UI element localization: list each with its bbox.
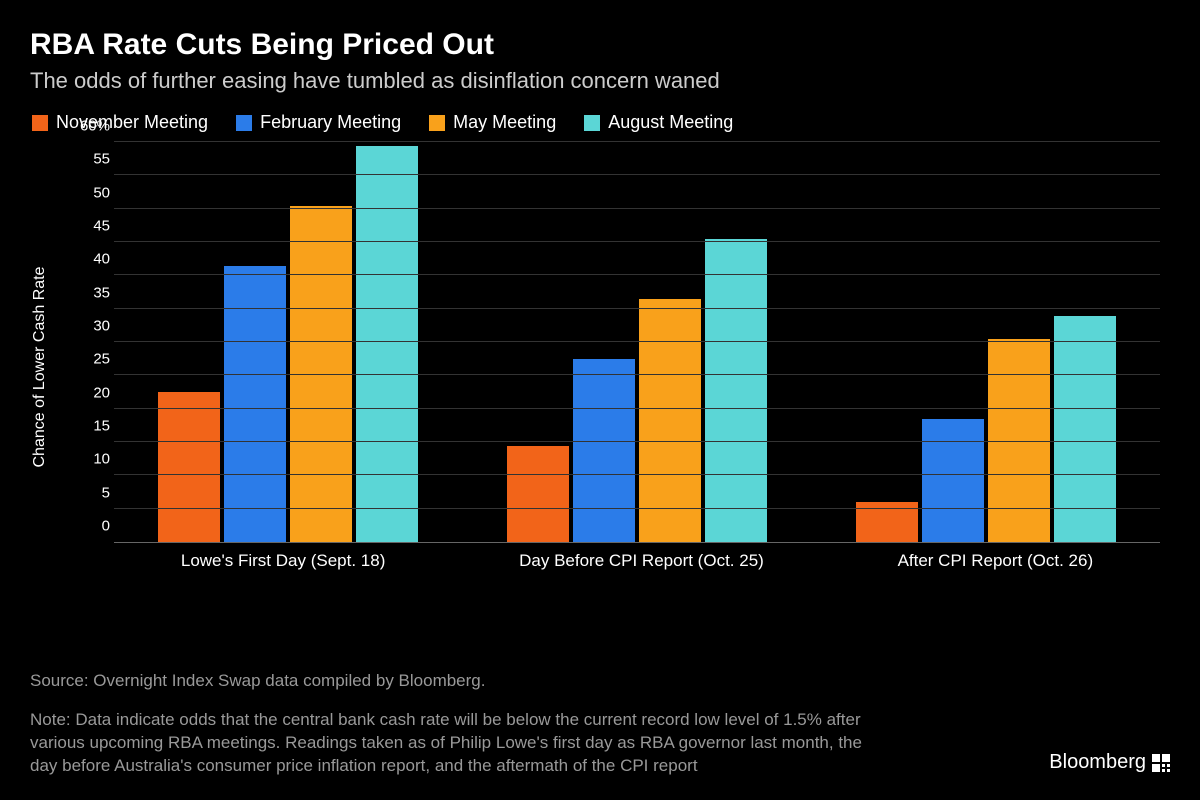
y-tick-label: 55 [76,151,110,168]
chart-area: Chance of Lower Cash Rate Lowe's First D… [58,143,1160,573]
y-tick-label: 60% [76,118,110,135]
legend-label: August Meeting [608,112,733,133]
bar [639,299,701,542]
gridline [114,474,1160,475]
gridline [114,341,1160,342]
legend-swatch [236,115,252,131]
legend-item: May Meeting [429,112,556,133]
legend-item: February Meeting [236,112,401,133]
bars-container [114,143,1160,542]
gridline [114,274,1160,275]
x-axis-label: Day Before CPI Report (Oct. 25) [519,543,764,573]
gridline [114,408,1160,409]
legend-swatch [429,115,445,131]
gridline [114,374,1160,375]
source-text: Source: Overnight Index Swap data compil… [30,671,1170,691]
legend-label: May Meeting [453,112,556,133]
bar [507,446,569,542]
bar [573,359,635,542]
bar-group [158,143,418,542]
x-axis-label: Lowe's First Day (Sept. 18) [181,543,385,573]
legend-item: August Meeting [584,112,733,133]
brand-text: Bloomberg [1049,751,1146,774]
x-axis-label: After CPI Report (Oct. 26) [898,543,1094,573]
y-tick-label: 5 [76,484,110,501]
brand-logo: Bloomberg [1049,751,1170,774]
gridline [114,208,1160,209]
y-tick-label: 30 [76,318,110,335]
bar-group [856,143,1116,542]
gridline [114,241,1160,242]
y-axis-label: Chance of Lower Cash Rate [31,267,49,468]
bar [356,146,418,542]
gridline [114,174,1160,175]
y-tick-label: 40 [76,251,110,268]
gridline [114,441,1160,442]
y-tick-label: 15 [76,418,110,435]
chart-subtitle: The odds of further easing have tumbled … [30,68,1170,94]
bloomberg-icon [1152,754,1170,772]
bar [705,239,767,542]
legend-swatch [584,115,600,131]
gridline [114,308,1160,309]
y-tick-label: 35 [76,284,110,301]
legend-label: February Meeting [260,112,401,133]
y-tick-label: 10 [76,451,110,468]
chart-container: RBA Rate Cuts Being Priced Out The odds … [0,0,1200,800]
y-tick-label: 50 [76,184,110,201]
x-axis-labels: Lowe's First Day (Sept. 18) Day Before CP… [114,543,1160,573]
y-tick-label: 0 [76,518,110,535]
legend-item: November Meeting [32,112,208,133]
gridline [114,141,1160,142]
plot-area [114,143,1160,543]
note-text: Note: Data indicate odds that the centra… [30,709,870,778]
y-tick-label: 45 [76,218,110,235]
y-tick-label: 25 [76,351,110,368]
gridline [114,508,1160,509]
chart-footer: Source: Overnight Index Swap data compil… [30,671,1170,778]
chart-title: RBA Rate Cuts Being Priced Out [30,28,1170,62]
legend-swatch [32,115,48,131]
y-tick-label: 20 [76,384,110,401]
bar [158,392,220,542]
bar [922,419,984,542]
bar-group [507,143,767,542]
legend: November Meeting February Meeting May Meet… [30,112,1170,133]
